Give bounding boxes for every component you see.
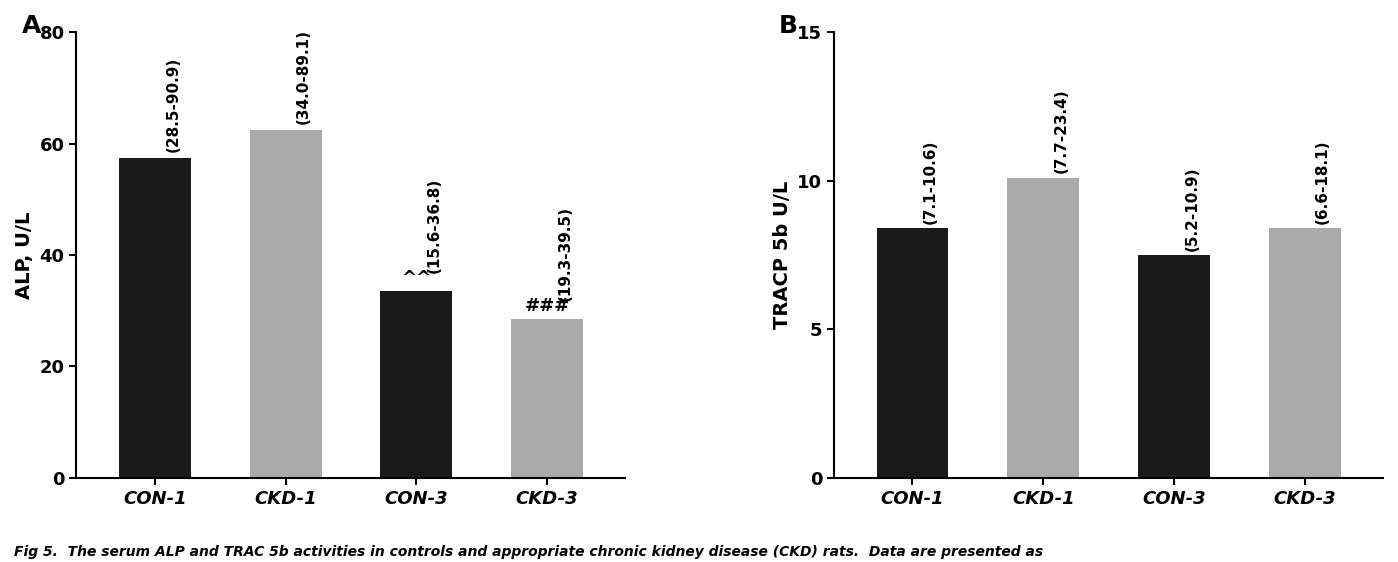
Text: (7.1-10.6): (7.1-10.6) bbox=[923, 139, 938, 224]
Text: (19.3-39.5): (19.3-39.5) bbox=[558, 206, 572, 301]
Bar bbox=[877, 228, 948, 478]
Y-axis label: ALP, U/L: ALP, U/L bbox=[15, 211, 34, 299]
Text: B: B bbox=[779, 15, 798, 38]
Text: (34.0-89.1): (34.0-89.1) bbox=[296, 29, 312, 124]
Text: Fig 5.  The serum ALP and TRAC 5b activities in controls and appropriate chronic: Fig 5. The serum ALP and TRAC 5b activit… bbox=[14, 545, 1043, 559]
Bar bbox=[512, 319, 583, 478]
Text: (6.6-18.1): (6.6-18.1) bbox=[1316, 139, 1329, 224]
Bar bbox=[1268, 228, 1341, 478]
Bar bbox=[380, 291, 453, 478]
Text: (7.7-23.4): (7.7-23.4) bbox=[1054, 89, 1068, 174]
Bar bbox=[1138, 255, 1209, 478]
Text: ###: ### bbox=[524, 297, 570, 315]
Bar bbox=[250, 130, 322, 478]
Text: (5.2-10.9): (5.2-10.9) bbox=[1184, 166, 1199, 251]
Text: (15.6-36.8): (15.6-36.8) bbox=[426, 178, 442, 273]
Bar bbox=[1007, 178, 1079, 478]
Text: ^^: ^^ bbox=[401, 269, 432, 287]
Text: A: A bbox=[21, 15, 41, 38]
Y-axis label: TRACP 5b U/L: TRACP 5b U/L bbox=[773, 181, 791, 329]
Bar bbox=[119, 157, 192, 478]
Text: (28.5-90.9): (28.5-90.9) bbox=[165, 57, 180, 152]
